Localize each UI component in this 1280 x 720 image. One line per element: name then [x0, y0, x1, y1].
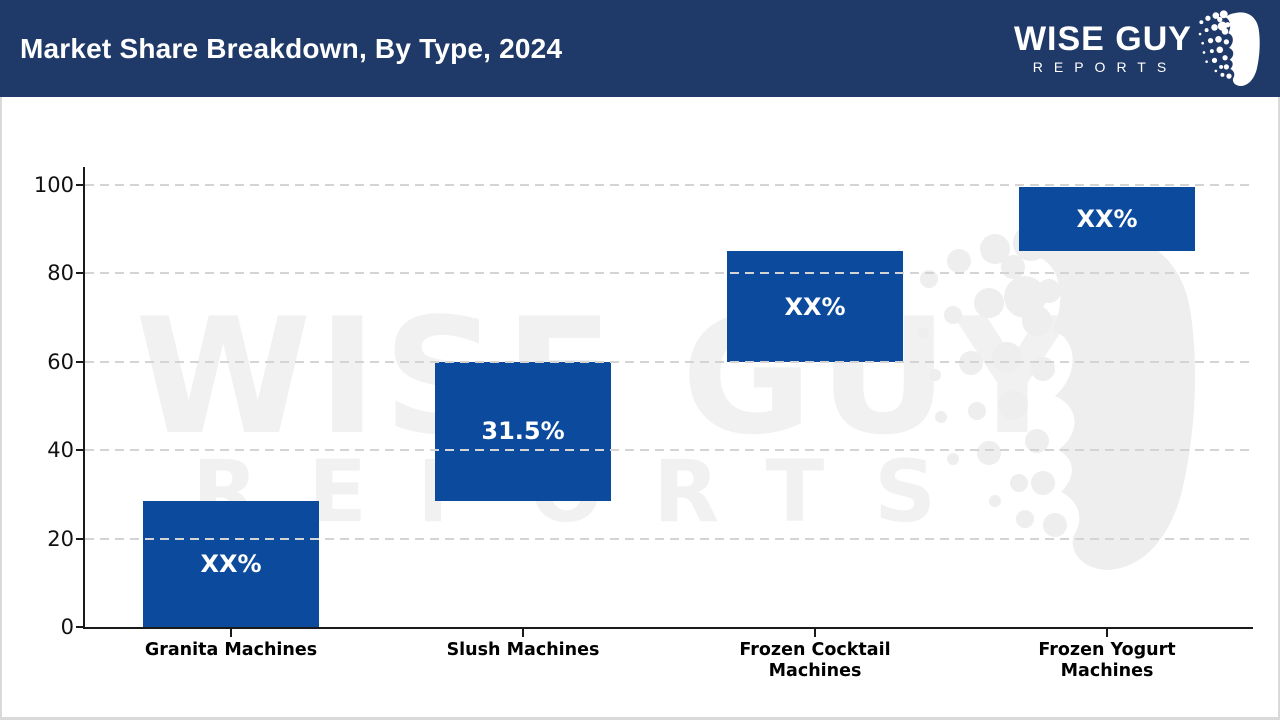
category-label-frozen-cocktail-machines: Frozen Cocktail Machines: [739, 640, 891, 681]
wise-guy-reports-logo: WISE GUY REPORTS: [1014, 9, 1262, 88]
x-tick-frozen-yogurt-machines: [1106, 629, 1108, 637]
page-title: Market Share Breakdown, By Type, 2024: [20, 32, 563, 64]
gridline-60: [85, 360, 1253, 363]
bar-value-label-slush-machines: 31.5%: [481, 417, 565, 446]
y-tick-40: [76, 449, 84, 452]
header-bar: Market Share Breakdown, By Type, 2024 WI…: [0, 0, 1280, 97]
gridline-100: [85, 184, 1253, 186]
category-label-granita-machines: Granita Machines: [144, 640, 318, 660]
y-tick-label-20: 20: [47, 526, 74, 551]
x-tick-slush-machines: [522, 629, 524, 637]
category-label-frozen-yogurt-machines: Frozen Yogurt Machines: [1038, 640, 1176, 681]
y-tick-label-0: 0: [60, 615, 74, 639]
bar-slush-machines: [435, 361, 611, 502]
y-tick-label-80: 80: [47, 261, 74, 286]
logo-wordmark-line1: WISE GUY: [1013, 20, 1192, 58]
gridline-80: [85, 272, 1253, 275]
bar-value-label-frozen-cocktail-machines: XX%: [784, 292, 846, 321]
y-tick-label-100: 100: [33, 173, 74, 197]
y-tick-60: [76, 360, 84, 363]
bar-frozen-cocktail-machines: [727, 251, 903, 362]
y-tick-label-60: 60: [47, 349, 74, 374]
y-tick-80: [76, 272, 84, 275]
x-tick-frozen-cocktail-machines: [814, 629, 816, 637]
y-tick-100: [76, 184, 84, 186]
x-axis-line: [83, 627, 1253, 629]
x-tick-granita-machines: [230, 629, 232, 637]
gridline-20: [85, 537, 1253, 540]
bar-value-label-granita-machines: XX%: [200, 550, 262, 578]
chart-sheet: [0, 97, 1280, 720]
logo-wordmark-line2: REPORTS: [1032, 59, 1178, 75]
bar-granita-machines: [143, 501, 319, 627]
category-label-slush-machines: Slush Machines: [446, 640, 600, 660]
y-tick-0: [76, 626, 84, 628]
y-tick-20: [76, 537, 84, 540]
gridline-40: [85, 449, 1253, 452]
face-profile-icon: [1196, 9, 1262, 88]
logo-wordmark: WISE GUY REPORTS: [1014, 22, 1192, 75]
bar-value-label-frozen-yogurt-machines: XX%: [1076, 205, 1138, 234]
y-axis-line: [83, 167, 85, 629]
bar-frozen-yogurt-machines: [1019, 187, 1195, 252]
y-tick-label-40: 40: [47, 438, 74, 463]
